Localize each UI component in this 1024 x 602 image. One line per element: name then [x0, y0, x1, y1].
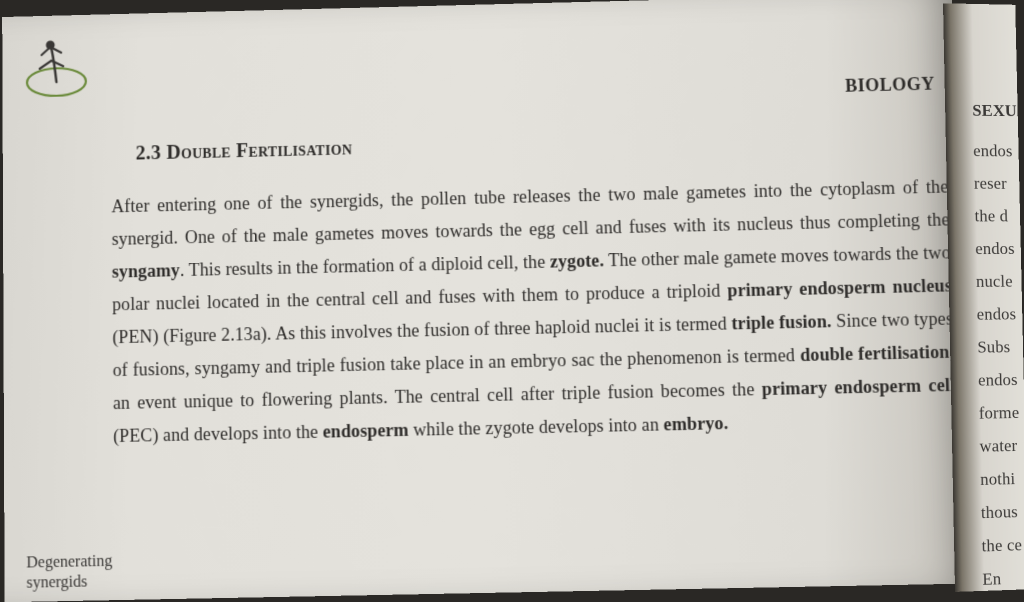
body-paragraph: After entering one of the synergids, the… — [111, 171, 957, 454]
term-syngamy: syngamy — [112, 260, 180, 281]
page-header-subject: BIOLOGY — [845, 74, 935, 97]
book-page: BIOLOGY 2.3 Double Fertilisation After e… — [2, 0, 972, 602]
text-run: (PEC) and develops into the — [113, 422, 323, 447]
adjacent-line: the ce — [981, 528, 1024, 563]
adjacent-line: endos — [973, 134, 1019, 167]
text-run: After entering one of the synergids, the… — [111, 177, 949, 249]
adjacent-line: En — [982, 561, 1024, 592]
adjacent-header: SEXUAL — [972, 94, 1018, 127]
figure-caption: Degenerating synergids — [26, 552, 112, 594]
adjacent-line: nucle — [976, 265, 1022, 298]
adjacent-line: endos — [976, 297, 1022, 330]
adjacent-line: thous — [981, 495, 1024, 529]
adjacent-line: nothi — [980, 462, 1024, 496]
text-run: (PEN) (Figure 2.13a). As this involves t… — [112, 313, 731, 347]
adjacent-line: forme — [978, 396, 1024, 430]
section-title-text: Double Fertilisation — [166, 138, 352, 164]
term-triple-fusion: triple fusion. — [731, 311, 832, 333]
adjacent-line: endos — [978, 363, 1024, 397]
text-run: while the zygote develops into an — [408, 414, 663, 440]
adjacent-line: Subs — [977, 330, 1023, 363]
caption-line: Degenerating — [26, 553, 112, 572]
adjacent-line: endos — [975, 232, 1021, 265]
adjacent-page-sliver: SEXUAL endos reser the d endos nucle end… — [943, 3, 1024, 592]
caption-line: synergids — [26, 573, 87, 591]
term-zygote: zygote. — [550, 250, 605, 271]
adjacent-line: reser — [974, 167, 1020, 200]
section-number: 2.3 — [136, 142, 162, 164]
chapter-icon — [22, 32, 91, 102]
section-heading: 2.3 Double Fertilisation — [136, 138, 353, 166]
adjacent-line: the d — [974, 200, 1020, 233]
term-embryo: embryo. — [663, 413, 728, 435]
adjacent-line: water — [979, 429, 1024, 463]
term-pec: primary endosperm cell — [762, 375, 956, 399]
term-double-fertilisation: double fertilisation — [800, 342, 950, 365]
term-endosperm: endosperm — [323, 420, 409, 442]
term-pen: primary endosperm nucleus — [727, 275, 952, 300]
text-run: . This results in the formation of a dip… — [180, 252, 550, 280]
